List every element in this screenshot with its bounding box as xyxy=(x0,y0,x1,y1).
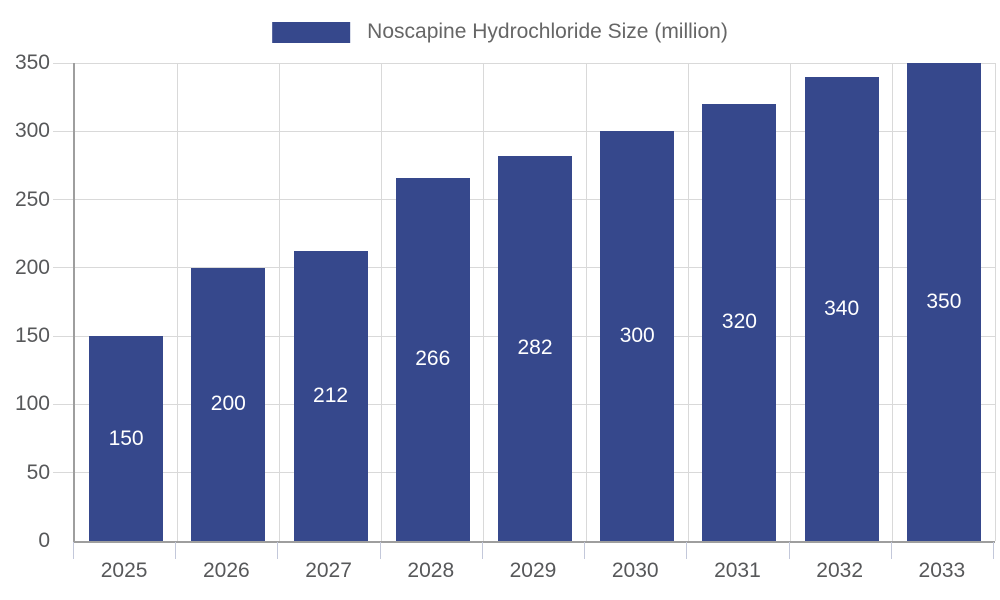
x-tick-label: 2025 xyxy=(100,559,148,582)
x-tick-mark xyxy=(481,542,483,559)
x-tick-label: 2033 xyxy=(918,559,966,582)
bar-2032[interactable]: 340 xyxy=(804,76,879,541)
x-tick-mark xyxy=(788,542,790,559)
legend-swatch xyxy=(272,21,351,43)
x-tick-label: 2029 xyxy=(509,559,557,582)
x-tick-label: 2032 xyxy=(816,559,864,582)
x-tick-mark xyxy=(584,542,586,559)
gridline-horizontal xyxy=(75,130,995,132)
bar-value-label: 300 xyxy=(619,324,655,348)
x-tick-mark xyxy=(993,542,994,559)
bar-2027[interactable]: 212 xyxy=(293,251,368,541)
y-tick-label: 150 xyxy=(14,324,50,348)
gridline-vertical xyxy=(176,63,178,541)
bar-value-label: 212 xyxy=(313,384,349,408)
bar-value-label: 266 xyxy=(415,347,451,371)
x-tick-mark xyxy=(73,542,74,559)
x-tick-mark xyxy=(175,542,177,559)
y-tick-label: 200 xyxy=(14,255,50,279)
bar-2033[interactable]: 350 xyxy=(906,63,981,541)
y-tick-label: 300 xyxy=(14,119,50,143)
gridline-horizontal xyxy=(75,62,995,64)
x-tick-label: 2027 xyxy=(305,559,352,582)
y-tick-mark xyxy=(53,403,73,405)
y-tick-label: 0 xyxy=(38,529,50,552)
x-tick-mark xyxy=(686,542,688,559)
bar-2030[interactable]: 300 xyxy=(600,131,675,541)
bar-2029[interactable]: 282 xyxy=(498,155,572,541)
bar-value-label: 340 xyxy=(824,296,860,320)
y-tick-label: 250 xyxy=(14,187,50,211)
y-tick-mark xyxy=(53,267,73,269)
x-tick-label: 2030 xyxy=(611,559,659,582)
bar-2026[interactable]: 200 xyxy=(191,267,266,541)
y-tick-mark xyxy=(53,62,73,64)
x-tick-mark xyxy=(277,542,279,559)
y-tick-mark xyxy=(53,335,73,337)
gridline-vertical xyxy=(994,63,996,541)
bar-value-label: 350 xyxy=(926,290,962,313)
gridline-vertical xyxy=(790,63,792,541)
y-tick-mark xyxy=(53,199,73,201)
bar-value-label: 320 xyxy=(721,310,757,334)
legend-label: Noscapine Hydrochloride Size (million) xyxy=(367,20,728,43)
x-tick-mark xyxy=(379,542,381,559)
y-tick-mark xyxy=(53,472,73,474)
gridline-vertical xyxy=(381,63,383,541)
y-tick-label: 50 xyxy=(26,460,50,484)
bar-value-label: 200 xyxy=(210,392,246,416)
legend-item[interactable]: Noscapine Hydrochloride Size (million) xyxy=(272,20,728,44)
x-tick-label: 2028 xyxy=(407,559,455,582)
x-tick-label: 2031 xyxy=(714,559,761,582)
y-tick-label: 350 xyxy=(14,51,50,74)
gridline-vertical xyxy=(892,63,894,541)
gridline-vertical xyxy=(687,63,689,541)
bar-value-label: 282 xyxy=(517,336,553,360)
gridline-vertical xyxy=(278,63,280,541)
y-tick-mark xyxy=(53,130,73,132)
plot-area: 150 200 212 266 282 300 320 340 350 xyxy=(73,62,996,543)
bar-2031[interactable]: 320 xyxy=(702,103,777,541)
bar-value-label: 150 xyxy=(108,426,144,450)
gridline-vertical xyxy=(585,63,587,541)
bar-2028[interactable]: 266 xyxy=(395,177,470,541)
gridline-vertical xyxy=(483,63,485,541)
x-tick-mark xyxy=(890,542,892,559)
x-tick-label: 2026 xyxy=(202,559,250,582)
y-tick-label: 100 xyxy=(14,392,50,416)
bar-2025[interactable]: 150 xyxy=(89,336,164,541)
